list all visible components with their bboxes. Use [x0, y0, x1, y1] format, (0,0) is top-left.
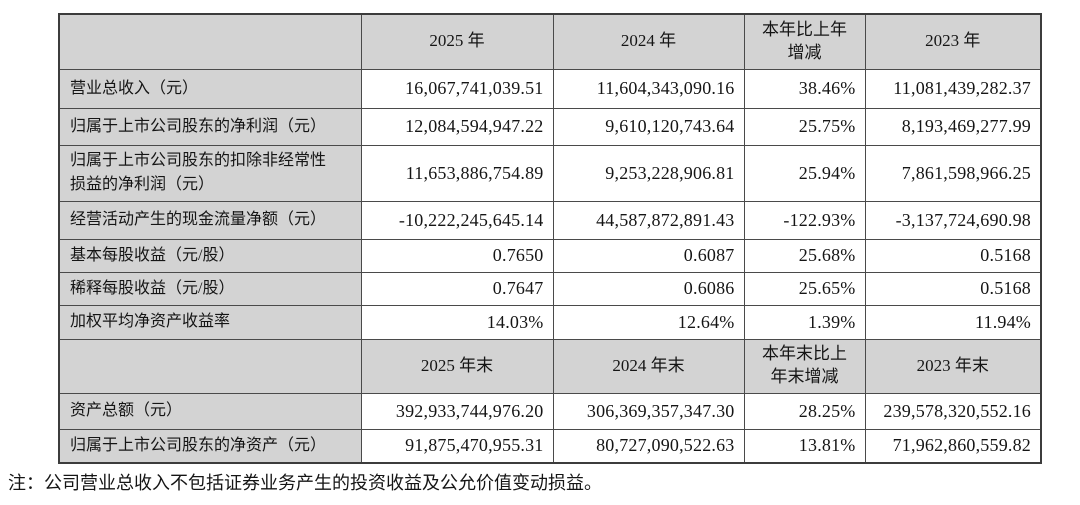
value-2023: 71,962,860,559.82: [864, 428, 1042, 464]
col-header-yoy-change: 本年比上年 增减: [743, 13, 866, 70]
col-header-2023: 2023 年: [864, 13, 1042, 70]
metric-label: 归属于上市公司股东的净资产（元）: [58, 428, 362, 464]
table-row-net-profit-excl-nonrecurring: 归属于上市公司股东的扣除非经常性 损益的净利润（元） 11,653,886,75…: [58, 144, 1042, 202]
value-2025: 0.7647: [360, 271, 554, 306]
value-2024: 9,253,228,906.81: [552, 144, 745, 202]
col-header-2025-eop: 2025 年末: [360, 338, 554, 394]
value-2023: 11.94%: [864, 304, 1042, 340]
value-2025: 12,084,594,947.22: [360, 107, 554, 146]
col-header-2025: 2025 年: [360, 13, 554, 70]
metric-label: 稀释每股收益（元/股）: [58, 271, 362, 306]
value-2025: 11,653,886,754.89: [360, 144, 554, 202]
col-header-2024-eop: 2024 年末: [552, 338, 745, 394]
value-2025: 14.03%: [360, 304, 554, 340]
value-2023: 8,193,469,277.99: [864, 107, 1042, 146]
table-row-weighted-avg-roe: 加权平均净资产收益率 14.03% 12.64% 1.39% 11.94%: [58, 304, 1042, 340]
footnote: 注：公司营业总收入不包括证券业务产生的投资收益及公允价值变动损益。: [8, 473, 602, 493]
value-2023: 239,578,320,552.16: [864, 392, 1042, 430]
table-row-operating-cash-flow: 经营活动产生的现金流量净额（元） -10,222,245,645.14 44,5…: [58, 200, 1042, 240]
yoy-change: 25.65%: [743, 271, 866, 306]
header-row-period: 2025 年 2024 年 本年比上年 增减 2023 年: [58, 13, 1042, 70]
value-2025: 0.7650: [360, 238, 554, 273]
value-2024: 12.64%: [552, 304, 745, 340]
yoy-change: -122.93%: [743, 200, 866, 240]
table-row-total-revenue: 营业总收入（元） 16,067,741,039.51 11,604,343,09…: [58, 68, 1042, 109]
value-2025: 16,067,741,039.51: [360, 68, 554, 109]
value-2024: 80,727,090,522.63: [552, 428, 745, 464]
value-2023: 0.5168: [864, 238, 1042, 273]
yoy-change: 25.68%: [743, 238, 866, 273]
corner-cell: [58, 13, 362, 70]
yoy-change: 28.25%: [743, 392, 866, 430]
col-header-2023-eop: 2023 年末: [864, 338, 1042, 394]
value-2024: 11,604,343,090.16: [552, 68, 745, 109]
yoy-change: 1.39%: [743, 304, 866, 340]
header-row-eop: 2025 年末 2024 年末 本年末比上 年末增减 2023 年末: [58, 338, 1042, 394]
value-2023: 0.5168: [864, 271, 1042, 306]
metric-label: 资产总额（元）: [58, 392, 362, 430]
metric-label: 营业总收入（元）: [58, 68, 362, 109]
key-financials-table: 2025 年 2024 年 本年比上年 增减 2023 年 营业总收入（元） 1…: [58, 13, 1042, 464]
value-2024: 0.6086: [552, 271, 745, 306]
table-row-basic-eps: 基本每股收益（元/股） 0.7650 0.6087 25.68% 0.5168: [58, 238, 1042, 273]
value-2024: 9,610,120,743.64: [552, 107, 745, 146]
metric-label: 基本每股收益（元/股）: [58, 238, 362, 273]
value-2025: 91,875,470,955.31: [360, 428, 554, 464]
table-row-net-profit: 归属于上市公司股东的净利润（元） 12,084,594,947.22 9,610…: [58, 107, 1042, 146]
value-2023: 7,861,598,966.25: [864, 144, 1042, 202]
value-2024: 44,587,872,891.43: [552, 200, 745, 240]
metric-label: 经营活动产生的现金流量净额（元）: [58, 200, 362, 240]
value-2023: -3,137,724,690.98: [864, 200, 1042, 240]
yoy-change: 25.94%: [743, 144, 866, 202]
corner-cell: [58, 338, 362, 394]
value-2023: 11,081,439,282.37: [864, 68, 1042, 109]
yoy-change: 38.46%: [743, 68, 866, 109]
metric-label: 归属于上市公司股东的净利润（元）: [58, 107, 362, 146]
table-row-diluted-eps: 稀释每股收益（元/股） 0.7647 0.6086 25.65% 0.5168: [58, 271, 1042, 306]
yoy-change: 13.81%: [743, 428, 866, 464]
metric-label: 归属于上市公司股东的扣除非经常性 损益的净利润（元）: [58, 144, 362, 202]
value-2024: 306,369,357,347.30: [552, 392, 745, 430]
yoy-change: 25.75%: [743, 107, 866, 146]
col-header-eop-change: 本年末比上 年末增减: [743, 338, 866, 394]
value-2025: -10,222,245,645.14: [360, 200, 554, 240]
metric-label: 加权平均净资产收益率: [58, 304, 362, 340]
table-row-net-assets: 归属于上市公司股东的净资产（元） 91,875,470,955.31 80,72…: [58, 428, 1042, 464]
value-2025: 392,933,744,976.20: [360, 392, 554, 430]
value-2024: 0.6087: [552, 238, 745, 273]
col-header-2024: 2024 年: [552, 13, 745, 70]
table-row-total-assets: 资产总额（元） 392,933,744,976.20 306,369,357,3…: [58, 392, 1042, 430]
